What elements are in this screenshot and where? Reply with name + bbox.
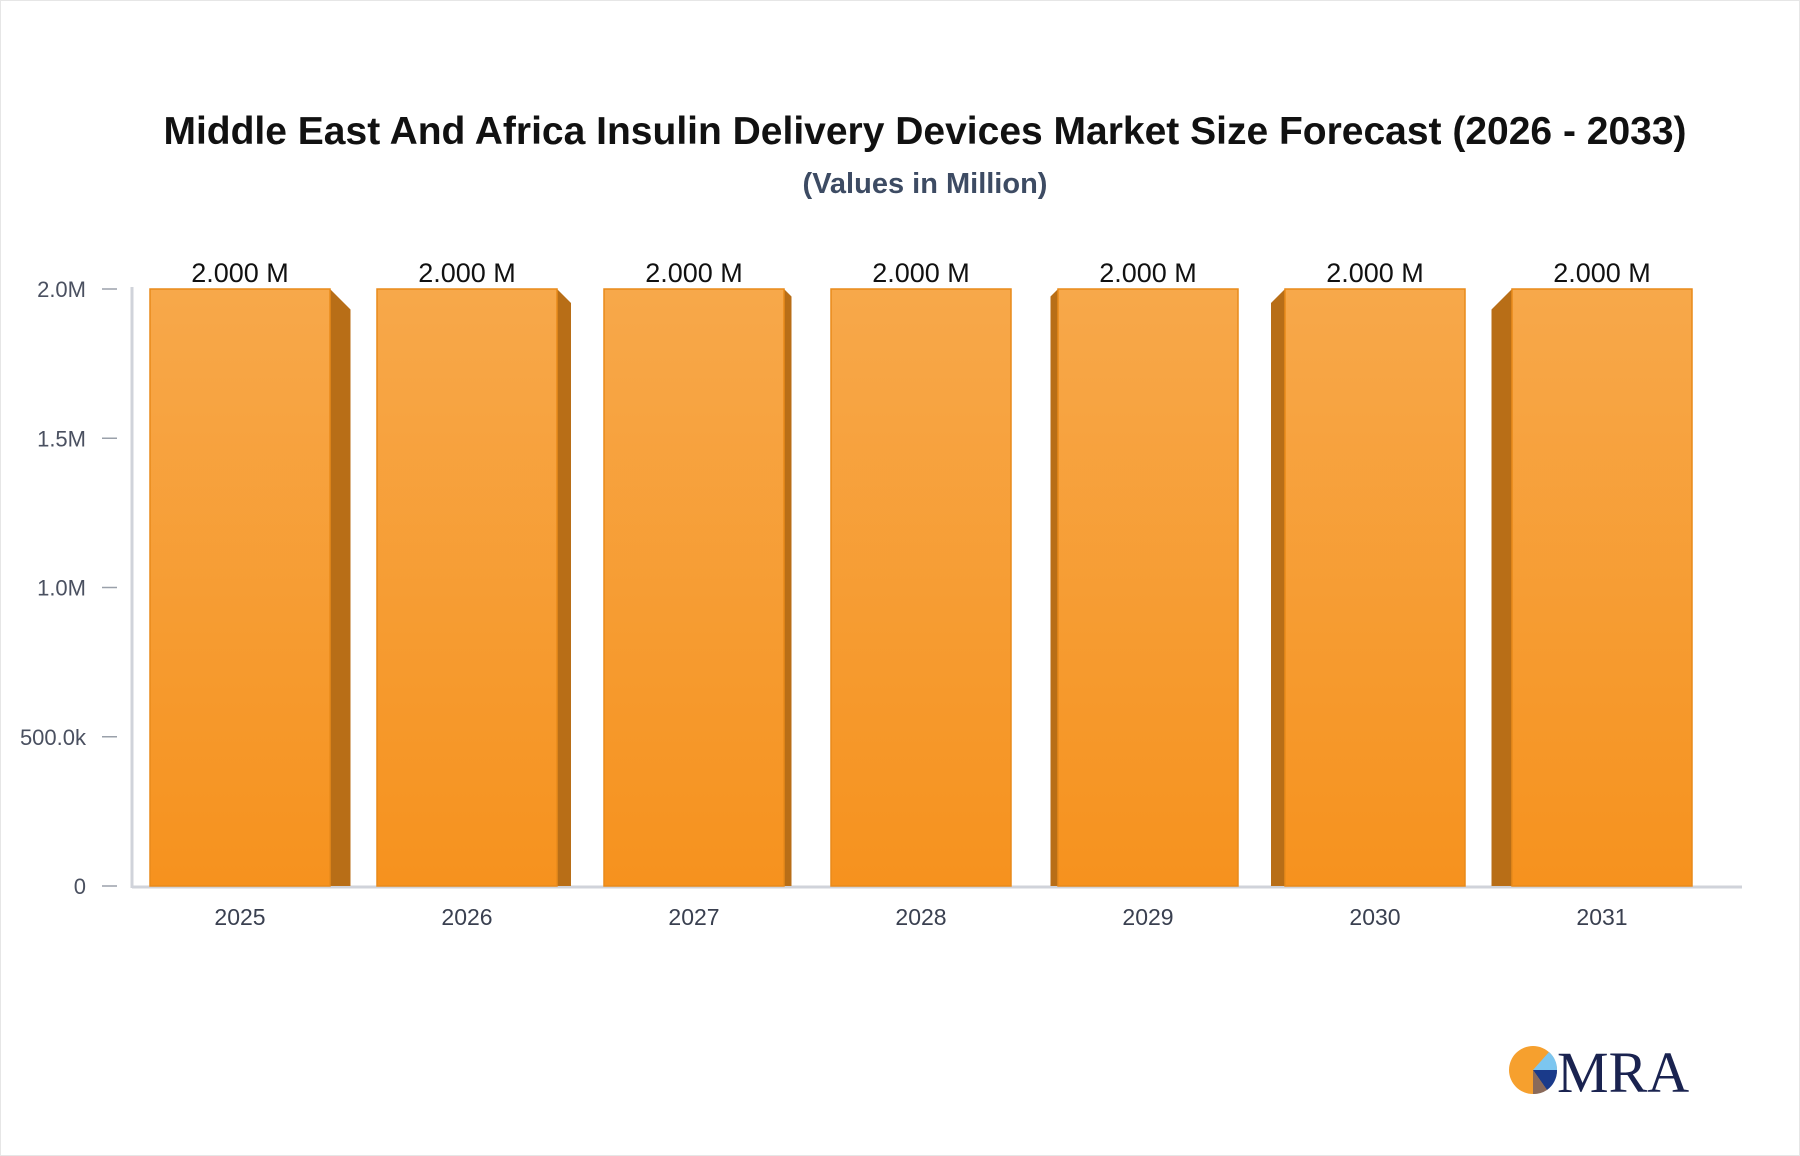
data-label: 2.000 M xyxy=(1099,258,1197,288)
bar xyxy=(1511,288,1693,887)
x-tick-label: 2030 xyxy=(1349,904,1400,930)
bar-side-face xyxy=(1271,289,1285,886)
y-tick-label: 2.0M xyxy=(37,277,86,302)
data-label: 2.000 M xyxy=(418,258,516,288)
x-tick-label: 2031 xyxy=(1576,904,1627,930)
bar-side-face xyxy=(330,289,351,886)
x-tick-label: 2026 xyxy=(441,904,492,930)
y-tick-label: 0 xyxy=(74,874,86,899)
y-tick-label: 1.0M xyxy=(37,576,86,601)
bar xyxy=(1284,288,1466,887)
chart-subtitle: (Values in Million) xyxy=(802,168,1048,200)
bar xyxy=(149,288,331,887)
y-tick-label: 1.5M xyxy=(37,426,86,451)
bar-side-face xyxy=(557,289,571,886)
data-label: 2.000 M xyxy=(645,258,743,288)
y-tick-label: 500.0k xyxy=(20,725,87,750)
data-label: 2.000 M xyxy=(872,258,970,288)
mra-logo: MRA xyxy=(1509,1040,1689,1100)
bar xyxy=(1057,288,1239,887)
data-label: 2.000 M xyxy=(1553,258,1651,288)
bar xyxy=(376,288,558,887)
bar xyxy=(603,288,785,887)
bar-side-face xyxy=(1050,289,1058,886)
bar-side-face xyxy=(784,289,792,886)
x-tick-label: 2027 xyxy=(668,904,719,930)
chart-title: Middle East And Africa Insulin Delivery … xyxy=(163,110,1687,153)
logo-text: MRA xyxy=(1557,1040,1689,1100)
bar xyxy=(830,288,1012,887)
x-tick-label: 2025 xyxy=(214,904,265,930)
data-label: 2.000 M xyxy=(1326,258,1424,288)
x-tick-label: 2028 xyxy=(895,904,946,930)
x-tick-label: 2029 xyxy=(1122,904,1173,930)
data-label: 2.000 M xyxy=(191,258,289,288)
bar-side-face xyxy=(1491,289,1512,886)
